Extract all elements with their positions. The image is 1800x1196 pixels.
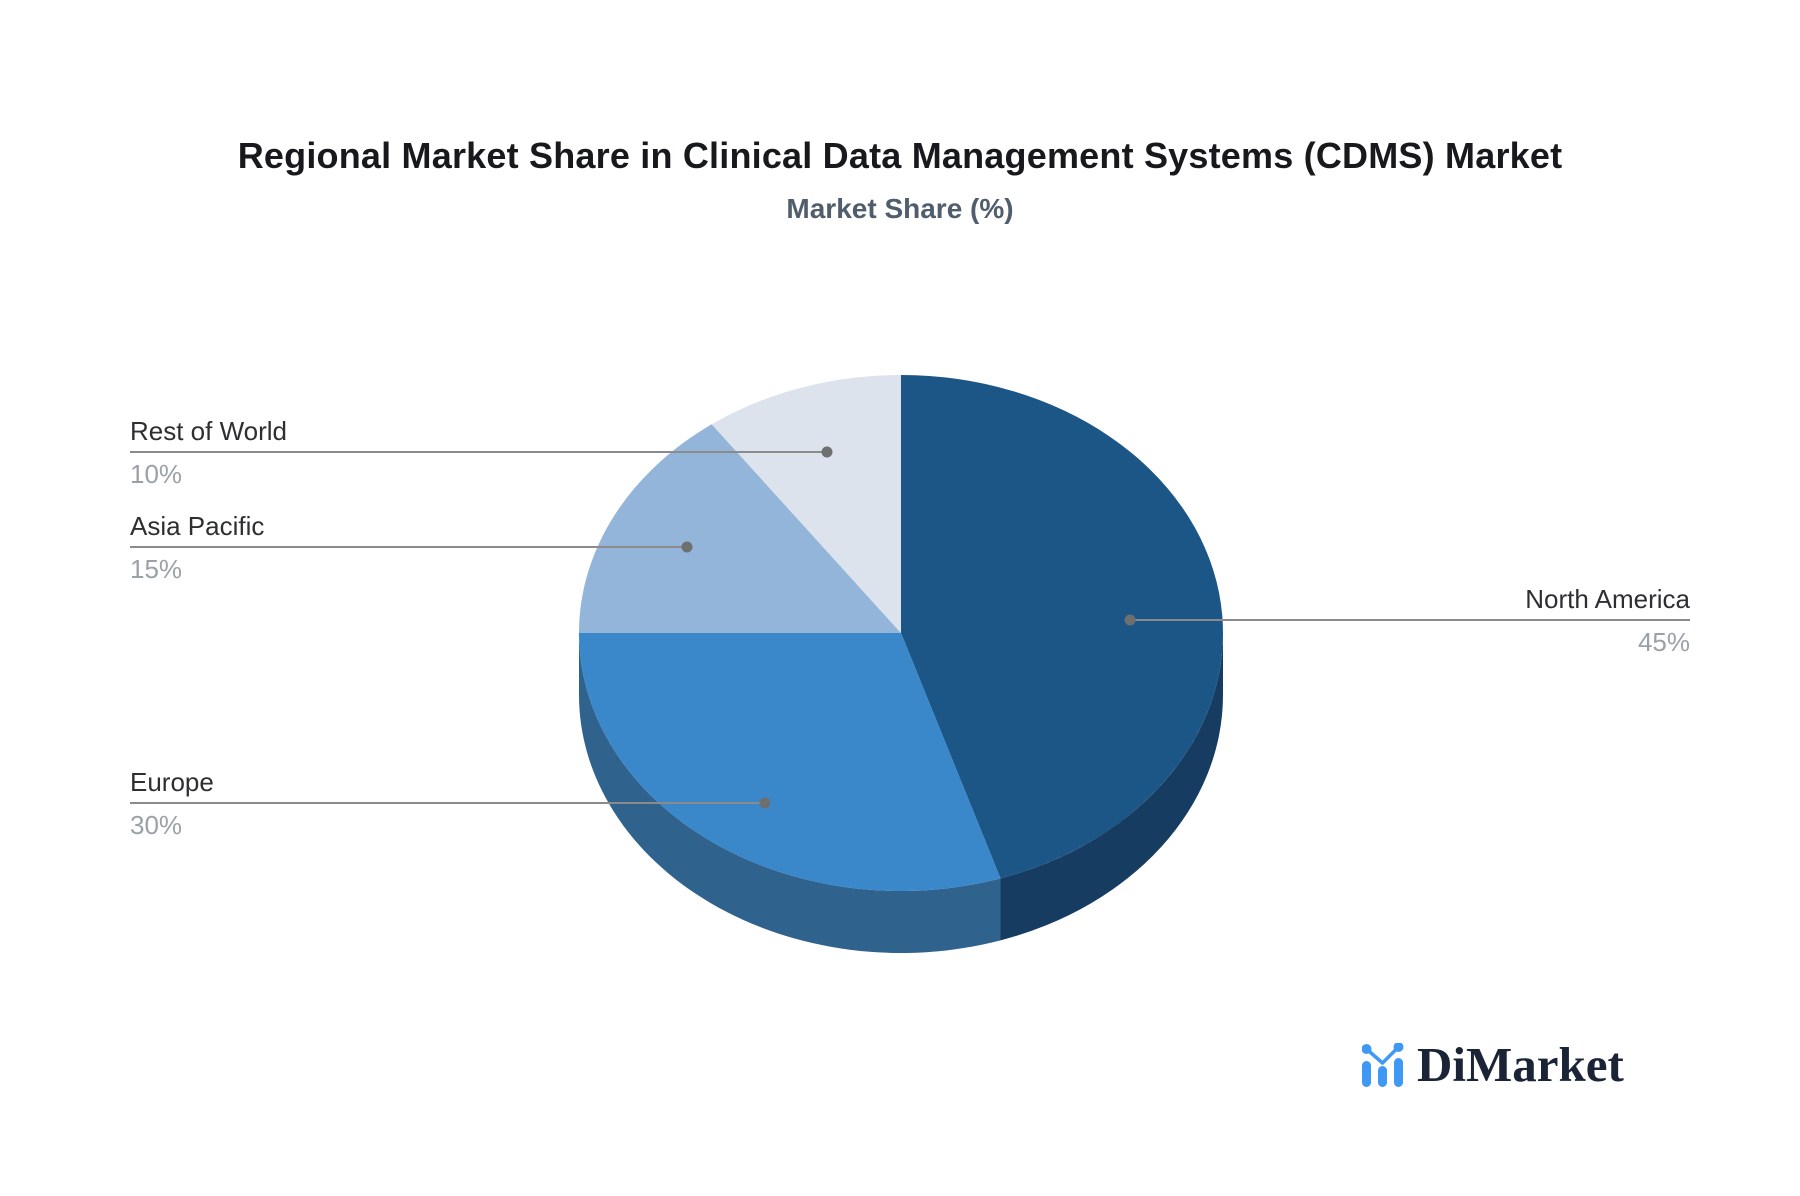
callout-dot-north-america	[1124, 614, 1136, 626]
chart-subtitle: Market Share (%)	[786, 193, 1014, 224]
slice-label-rest-of-world: Rest of World	[130, 416, 288, 446]
callout-rest-of-world: Rest of World 10%	[130, 416, 287, 489]
slice-value-europe: 30%	[130, 810, 183, 840]
slice-value-north-america: 45%	[1637, 627, 1690, 657]
pie-side-europe	[579, 633, 1001, 953]
callout-dot-asia-pacific	[681, 541, 693, 553]
callout-dot-europe	[759, 797, 771, 809]
callout-europe: Europe 30%	[130, 767, 214, 840]
logo-dot-left	[1362, 1044, 1372, 1054]
pie-side-north-america	[1000, 633, 1223, 941]
brand-watermark: DiMarket	[1362, 1037, 1624, 1092]
slice-label-north-america: North America	[1525, 584, 1690, 614]
logo-bar-1	[1362, 1061, 1371, 1087]
logo-bar-3	[1394, 1058, 1403, 1087]
logo-dot-right	[1393, 1043, 1404, 1052]
pie-slice-north-america[interactable]	[901, 375, 1223, 879]
callout-north-america: North America 45%	[1525, 584, 1690, 657]
pie-slice-asia-pacific[interactable]	[579, 424, 901, 633]
callout-asia-pacific: Asia Pacific 15%	[130, 511, 264, 584]
slice-label-europe: Europe	[130, 767, 214, 797]
logo-bar-2	[1378, 1066, 1387, 1087]
chart-title: Regional Market Share in Clinical Data M…	[237, 135, 1563, 176]
logo-line	[1364, 1045, 1401, 1065]
bar-line-chart-icon	[1362, 1043, 1404, 1087]
brand-name: DiMarket	[1417, 1037, 1624, 1092]
pie-slice-europe[interactable]	[579, 633, 1001, 891]
slice-value-asia-pacific: 15%	[130, 554, 183, 584]
slice-label-asia-pacific: Asia Pacific	[130, 511, 265, 541]
pie-slice-rest-of-world[interactable]	[711, 374, 901, 633]
slice-value-rest-of-world: 10%	[130, 459, 183, 489]
callout-dot-rest-of-world	[821, 446, 833, 458]
